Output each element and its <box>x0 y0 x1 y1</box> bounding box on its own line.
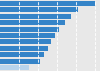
Bar <box>0 14 71 19</box>
Bar <box>0 39 51 44</box>
Bar <box>0 59 40 64</box>
Bar <box>0 65 29 70</box>
Bar <box>0 20 65 25</box>
Bar <box>0 1 95 6</box>
Bar <box>0 7 78 12</box>
Bar <box>0 52 44 57</box>
Bar <box>0 33 55 38</box>
Bar <box>0 27 59 32</box>
Bar <box>0 46 48 51</box>
